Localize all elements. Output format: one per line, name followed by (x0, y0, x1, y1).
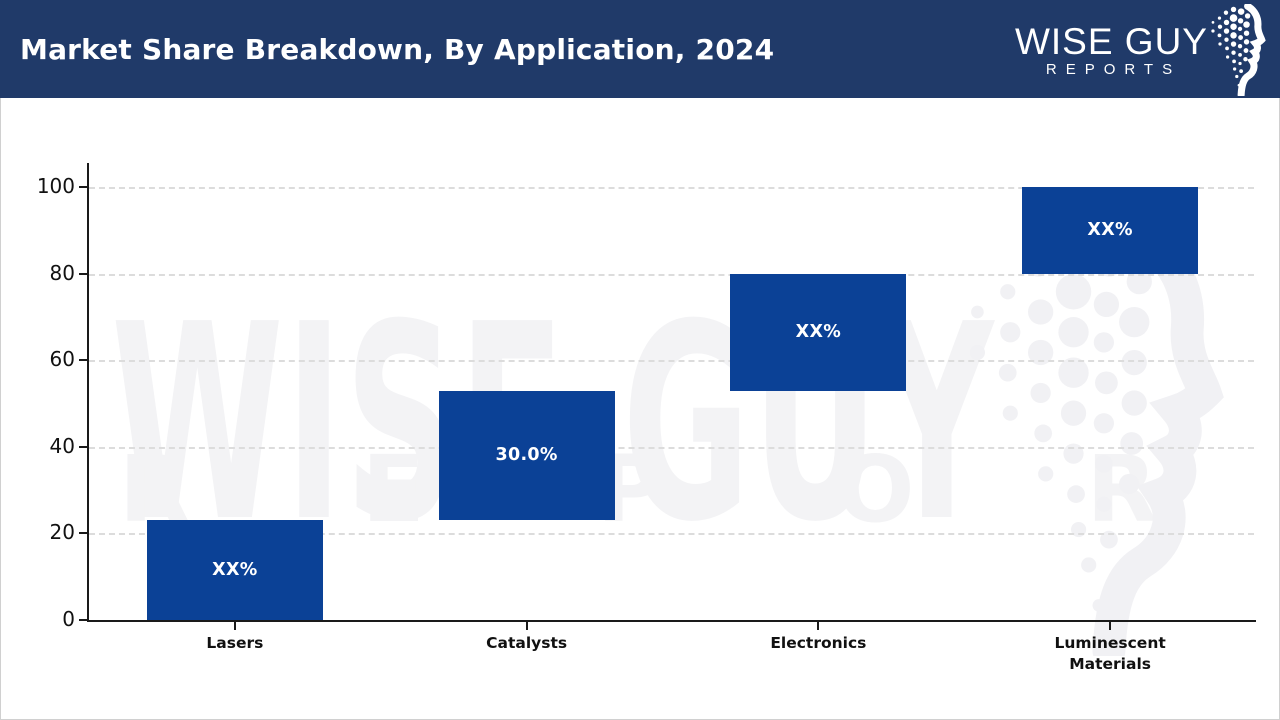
y-tick-label-20: 20 (49, 520, 75, 545)
gridline-20 (89, 533, 1254, 536)
y-tick-label-0: 0 (62, 607, 75, 631)
bar-catalysts: 30.0% (438, 390, 615, 521)
x-category-label-luminescent-materials: Luminescent Materials (1054, 634, 1166, 673)
dotted-face-profile-icon (1194, 2, 1272, 99)
plot-area: 0 20 40 60 80 100 XX% Lasers 30.0% Catalysts XX% El… (37, 163, 1256, 673)
bar-electronics: XX% (730, 273, 907, 391)
gridline-80 (89, 273, 1254, 276)
x-tick-mark (817, 622, 820, 630)
bar-luminescent-materials: XX% (1022, 187, 1199, 274)
x-category-label-lasers: Lasers (206, 634, 264, 652)
bar-value-label: XX% (212, 560, 258, 581)
y-tick-mark (79, 359, 87, 362)
wiseguy-logo-text: WISE GUY REPORTS (1015, 23, 1208, 77)
gridline-60 (89, 360, 1254, 363)
x-tick-mark (233, 622, 236, 630)
wiseguy-logo-wordmark: WISE GUY (1014, 21, 1208, 62)
y-tick-mark (79, 186, 87, 188)
y-tick-label-40: 40 (49, 433, 75, 458)
chart-canvas: WISE GUY R E P O R T S 020406080100XX%La… (0, 98, 1280, 720)
wiseguy-logo-subtitle: REPORTS (1045, 61, 1182, 78)
y-tick-label-100: 100 (36, 174, 75, 198)
bar-lasers: XX% (146, 520, 323, 620)
x-category-label-electronics: Electronics (770, 634, 867, 652)
x-axis-spine (87, 620, 1256, 622)
x-tick-mark (525, 622, 528, 630)
bar-value-label: XX% (1087, 220, 1133, 241)
y-tick-mark (79, 272, 87, 275)
y-tick-mark (79, 445, 87, 448)
y-tick-mark (79, 532, 87, 535)
y-tick-mark (79, 619, 87, 621)
header-bar: Market Share Breakdown, By Application, … (0, 0, 1280, 99)
x-tick-mark (1109, 622, 1112, 630)
page-title: Market Share Breakdown, By Application, … (20, 32, 775, 66)
y-axis-spine (87, 163, 89, 622)
bar-value-label: 30.0% (495, 445, 558, 466)
bar-value-label: XX% (795, 322, 842, 343)
y-tick-label-60: 60 (49, 347, 75, 372)
wiseguy-logo: WISE GUY REPORTS (1015, 2, 1272, 99)
x-category-label-catalysts: Catalysts (486, 634, 568, 652)
gridline-40 (89, 446, 1254, 449)
y-tick-label-80: 80 (49, 260, 75, 285)
gridline-100 (89, 187, 1254, 189)
